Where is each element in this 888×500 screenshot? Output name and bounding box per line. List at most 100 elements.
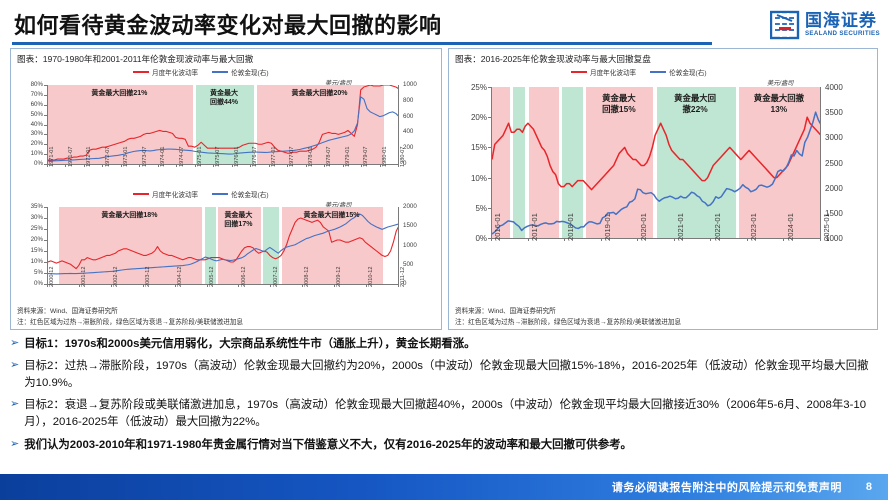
- y-axis-tick: [44, 85, 47, 86]
- y-axis-tick: [488, 207, 491, 209]
- y-axis-tick-label: 60%: [30, 100, 43, 108]
- y2-axis-tick-label: 4000: [825, 83, 843, 92]
- shaded-band-green: [204, 207, 216, 284]
- x-axis-tick: [334, 284, 336, 287]
- x-axis-tick: [47, 284, 48, 287]
- legend-label-volatility-2: 月度年化波动率: [152, 192, 199, 199]
- title-underline: [12, 42, 712, 45]
- x-axis-tick-label: 1974-01: [160, 146, 167, 167]
- y2-axis-tick-label: 1000: [403, 81, 417, 88]
- x-axis-tick: [139, 164, 141, 167]
- y-axis-tick-label: 25%: [30, 225, 43, 232]
- y2-axis-tick-label: 400: [403, 128, 414, 136]
- sealand-logo-icon: [769, 10, 800, 40]
- x-axis-tick: [324, 164, 326, 167]
- bullet-marker-icon: ➢: [10, 437, 20, 450]
- x-axis-tick-label: 1971-01: [49, 146, 56, 167]
- y-axis-tick-label: 10%: [30, 150, 43, 158]
- x-axis-tick: [398, 164, 399, 167]
- y-axis-tick-label: 5%: [475, 203, 487, 213]
- y-axis-tick: [44, 251, 47, 252]
- y2-axis-tick-label: 800: [403, 96, 414, 104]
- x-axis-tick: [527, 238, 529, 241]
- x-axis-tick: [361, 164, 363, 167]
- x-axis-tick-label: 2016-01: [493, 213, 503, 241]
- x-axis-tick: [820, 238, 821, 241]
- x-axis-tick: [366, 284, 368, 287]
- page-footer: 请务必阅读报告附注中的风险提示和免责声明 8: [0, 474, 888, 500]
- x-axis-tick-label: 2002-12: [113, 266, 120, 287]
- y2-axis-tick-label: 3000: [825, 133, 843, 143]
- bullet-marker-icon: ➢: [10, 398, 20, 411]
- shaded-band-red: [218, 207, 261, 284]
- x-axis-tick-label: 1980-01: [381, 146, 388, 167]
- legend-label-volatility-3: 月度年化波动率: [590, 70, 637, 77]
- legend-swatch-gold-3: [650, 70, 667, 74]
- x-axis-tick: [673, 238, 675, 241]
- y-axis-tick: [44, 144, 47, 146]
- chart1-legend: 月度年化波动率 伦敦金现(右): [133, 67, 269, 77]
- x-axis-tick: [379, 164, 381, 167]
- legend-item-volatility: 月度年化波动率: [133, 67, 198, 77]
- x-axis-tick: [268, 164, 270, 167]
- legend-label-gold-3: 伦敦金现(右): [669, 70, 707, 77]
- left-panel-caption: 图表：1970-1980年和2001-2011年伦敦金现波动率与最大回撤: [17, 54, 254, 64]
- legend-item-volatility-2: 月度年化波动率: [133, 189, 198, 199]
- x-axis-tick-label: 1980-07: [400, 146, 407, 167]
- x-axis-tick: [120, 164, 122, 167]
- x-axis-tick-label: 2024-01: [785, 213, 795, 241]
- bullet-text: 目标2：衰退→复苏阶段或美联储激进加息，1970s（高波动）伦敦金现最大回撤超4…: [24, 399, 867, 429]
- x-axis-tick-label: 2001-12: [81, 266, 88, 287]
- x-axis-tick: [710, 238, 712, 241]
- x-axis-tick-label: 1973-01: [123, 146, 130, 167]
- y-axis-tick: [44, 284, 47, 285]
- chart2-legend: 月度年化波动率 伦敦金现(右): [133, 189, 269, 199]
- x-axis-tick-label: 1977-01: [270, 146, 277, 167]
- x-axis-tick: [398, 284, 399, 287]
- bullet-marker-icon: ➢: [10, 359, 20, 372]
- y-axis-tick-label: 20%: [30, 236, 43, 243]
- y-axis-tick-label: 10%: [470, 173, 487, 183]
- y-axis-tick-label: 35%: [30, 203, 43, 210]
- y-axis-tick-label: 0%: [34, 280, 43, 287]
- x-axis-tick-label: 2018-01: [566, 213, 576, 241]
- x-axis-tick-label: 2007-12: [272, 266, 279, 287]
- x-axis-tick: [213, 164, 215, 167]
- x-axis-tick-label: 2021-01: [675, 213, 685, 241]
- x-axis-tick: [783, 238, 785, 241]
- chart1-plot-area: [47, 85, 399, 165]
- chart-2016-2025: 月度年化波动率 伦敦金现(右) 美元/盎司 黄金最大 回撤15% 黄金最大回 撤22%…: [451, 67, 877, 307]
- legend-swatch-volatility-2: [133, 193, 149, 195]
- x-axis-tick: [564, 238, 566, 241]
- x-axis-tick: [491, 238, 492, 241]
- bullet-text: 目标2：过热→滞胀阶段，1970s（高波动）伦敦金现最大回撤约为20%，2000…: [24, 360, 869, 390]
- y2-axis-tick-label: 2000: [403, 203, 417, 210]
- y2-axis-tick-label: 1500: [403, 222, 417, 230]
- y-axis-tick-label: 0%: [475, 234, 487, 243]
- logo-name-en: SEALAND SECURITIES: [804, 30, 880, 38]
- x-axis-tick: [174, 284, 176, 287]
- chart-panel-left: 图表：1970-1980年和2001-2011年伦敦金现波动率与最大回撤 月度年…: [10, 48, 442, 330]
- x-axis-tick: [142, 284, 144, 287]
- y-axis-tick: [488, 238, 491, 239]
- x-axis-tick-label: 1974-07: [178, 146, 185, 167]
- y-axis-tick: [44, 240, 47, 241]
- x-axis-tick: [47, 164, 48, 167]
- shaded-band-red: [58, 207, 203, 284]
- x-axis-tick: [78, 284, 80, 287]
- x-axis-tick-label: 1976-07: [252, 146, 259, 167]
- x-axis-tick-label: 2017-01: [529, 213, 539, 241]
- y-axis-tick: [44, 94, 47, 96]
- right-note: 注：红色区域为过热→滞胀阶段，绿色区域为衰退→复苏阶段/美联储激进加息: [455, 319, 682, 326]
- y2-axis-spine: [398, 207, 399, 284]
- y-axis-tick: [488, 177, 491, 179]
- y-axis-tick: [44, 134, 47, 136]
- x-axis-tick-label: 1975-01: [196, 146, 203, 167]
- y2-axis-tick-label: 0: [403, 160, 407, 167]
- legend-label-volatility: 月度年化波动率: [152, 70, 199, 77]
- company-logo: 国海证券 SEALAND SECURITIES: [769, 8, 880, 42]
- bullet-text: 目标1：1970s和2000s美元信用弱化，大宗商品系统性牛市（通胀上升），黄金…: [24, 338, 476, 350]
- legend-label-gold-2: 伦敦金现(右): [231, 192, 269, 199]
- x-axis-tick: [250, 164, 252, 167]
- x-axis-tick-label: 2011-12: [400, 266, 407, 287]
